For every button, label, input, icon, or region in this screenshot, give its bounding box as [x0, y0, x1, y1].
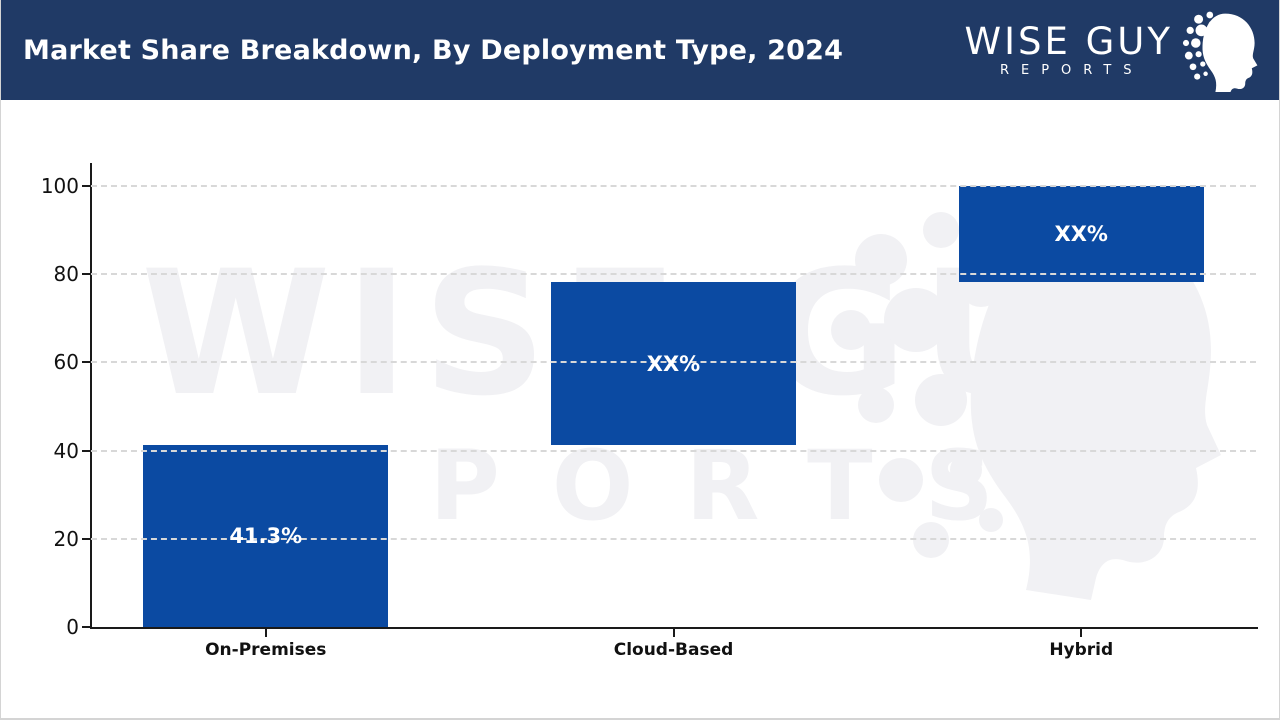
bar-cloud-based: [551, 282, 796, 445]
y-tick-mark: [82, 449, 91, 452]
header-band: Market Share Breakdown, By Deployment Ty…: [1, 0, 1279, 100]
bar-value-label: XX%: [646, 351, 701, 376]
chart-plot-area: 0 20 40 60 80 100 41.3% On-Premises XX% Cloud-Bas…: [1, 100, 1279, 718]
y-tick-label: 0: [66, 615, 79, 639]
y-tick-label: 80: [53, 262, 79, 287]
logo-brand-subtitle: REPORTS: [999, 62, 1144, 78]
page-title: Market Share Breakdown, By Deployment Ty…: [23, 34, 844, 66]
x-axis-line: [90, 627, 1258, 629]
bar-hybrid: [958, 186, 1204, 283]
logo-text: WISE GUY REPORTS: [965, 23, 1173, 78]
y-tick-mark: [82, 537, 91, 540]
x-tick-mark: [1080, 629, 1083, 637]
gridline: [91, 537, 1256, 540]
x-category-label: Cloud-Based: [613, 640, 734, 660]
y-tick-label: 40: [53, 438, 79, 463]
watermark-face-dots-icon: [831, 212, 1221, 600]
gridline: [91, 361, 1256, 364]
x-category-label: On-Premises: [205, 640, 327, 660]
x-category-label: Hybrid: [1049, 640, 1114, 660]
y-tick-mark: [82, 185, 91, 187]
y-tick-mark: [82, 626, 91, 628]
x-tick-mark: [672, 629, 675, 637]
wiseguy-face-icon: [1182, 11, 1258, 92]
bar-on-premises: [143, 444, 389, 627]
y-tick-label: 100: [40, 174, 79, 198]
logo-brand-name: WISE GUY: [964, 19, 1173, 63]
y-tick-mark: [82, 361, 91, 364]
y-axis-line: [90, 163, 92, 629]
gridline: [91, 449, 1256, 452]
y-tick-label: 60: [53, 350, 79, 375]
y-tick-mark: [82, 273, 91, 276]
gridline: [91, 273, 1256, 276]
x-tick-mark: [264, 629, 267, 637]
gridline: [91, 185, 1256, 187]
bar-value-label: 41.3%: [229, 523, 303, 548]
bar-value-label: XX%: [1054, 222, 1108, 247]
y-tick-label: 20: [53, 526, 79, 551]
wiseguy-logo: WISE GUY REPORTS: [965, 8, 1279, 92]
